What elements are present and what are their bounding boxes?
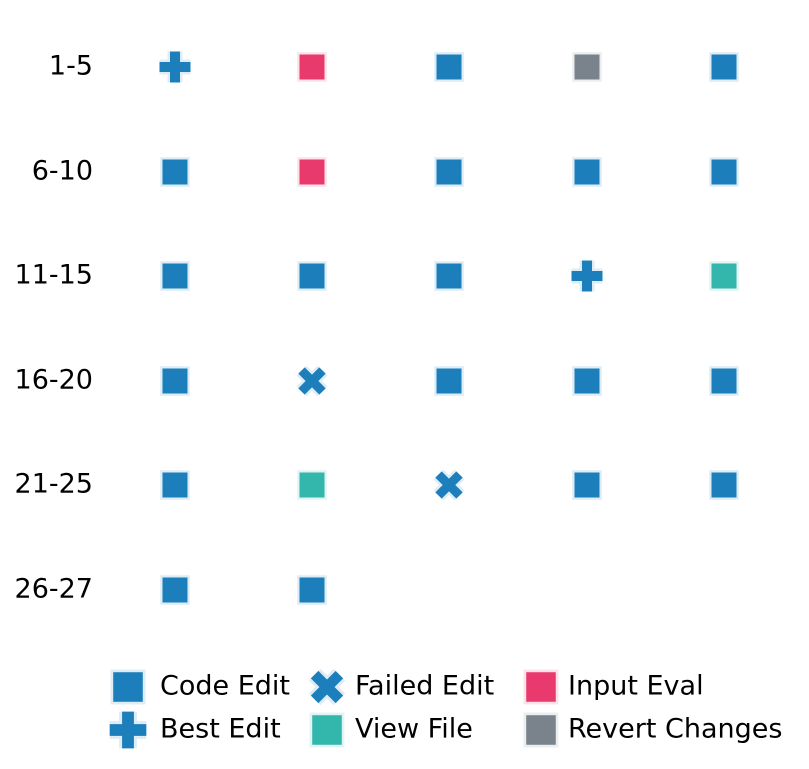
row-label-21-25: 21-25 <box>14 469 93 501</box>
legend-failed-edit-marker <box>301 661 353 713</box>
code-edit-marker <box>565 359 609 403</box>
legend-view-file-marker <box>301 704 353 756</box>
row-label-16-20: 16-20 <box>14 364 93 396</box>
code-edit-marker <box>427 45 471 89</box>
failed-edit-marker <box>290 359 334 403</box>
legend-label-input-eval: Input Eval <box>568 670 704 702</box>
row-label-1-5: 1-5 <box>48 50 93 82</box>
best-edit-marker <box>153 45 197 89</box>
input-eval-marker <box>290 45 334 89</box>
code-edit-marker <box>290 254 334 298</box>
code-edit-marker <box>565 463 609 507</box>
view-file-marker <box>290 463 334 507</box>
row-label-26-27: 26-27 <box>14 573 93 605</box>
code-edit-marker <box>702 359 746 403</box>
code-edit-marker <box>153 254 197 298</box>
code-edit-marker <box>153 150 197 194</box>
legend-label-failed-edit: Failed Edit <box>355 670 495 702</box>
best-edit-marker <box>565 254 609 298</box>
input-eval-marker <box>290 150 334 194</box>
code-edit-marker <box>153 568 197 612</box>
legend-best-edit-marker <box>102 704 154 756</box>
legend-label-best-edit: Best Edit <box>160 713 281 745</box>
code-edit-marker <box>565 150 609 194</box>
failed-edit-marker <box>427 463 471 507</box>
revert-changes-marker <box>565 45 609 89</box>
code-edit-marker <box>427 150 471 194</box>
view-file-marker <box>702 254 746 298</box>
legend-revert-changes-marker <box>515 704 567 756</box>
code-edit-marker <box>702 463 746 507</box>
legend-label-revert-changes: Revert Changes <box>568 713 783 745</box>
row-label-6-10: 6-10 <box>31 155 93 187</box>
legend-label-view-file: View File <box>355 713 473 745</box>
code-edit-marker <box>427 359 471 403</box>
code-edit-marker <box>290 568 334 612</box>
code-edit-marker <box>702 150 746 194</box>
code-edit-marker <box>153 359 197 403</box>
code-edit-marker <box>427 254 471 298</box>
row-label-11-15: 11-15 <box>14 259 93 291</box>
legend-code-edit-marker <box>102 661 154 713</box>
legend-input-eval-marker <box>515 661 567 713</box>
code-edit-marker <box>153 463 197 507</box>
legend-label-code-edit: Code Edit <box>160 670 290 702</box>
code-edit-marker <box>702 45 746 89</box>
